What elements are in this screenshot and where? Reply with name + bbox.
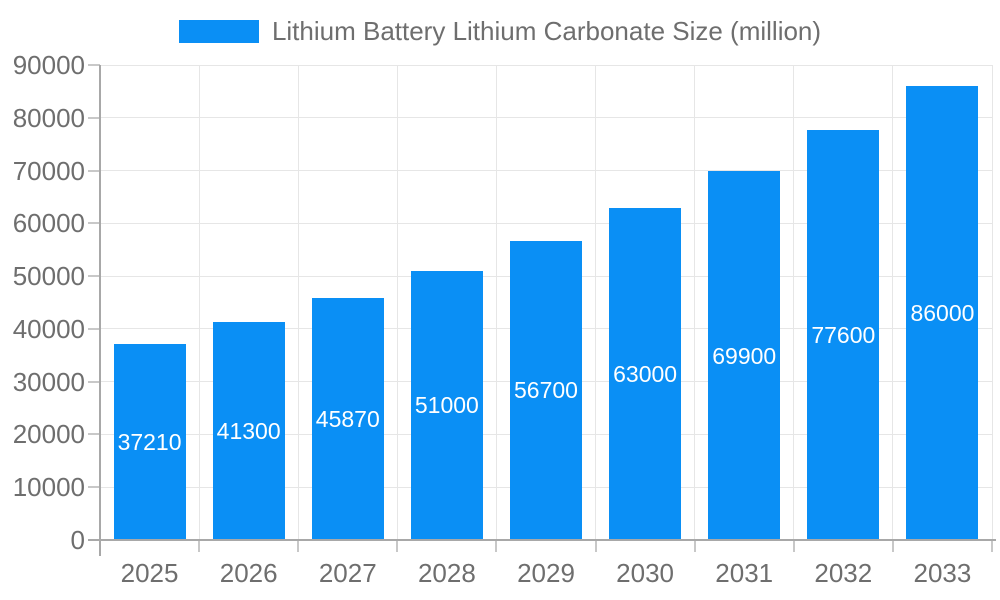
y-tick-mark xyxy=(88,116,100,119)
v-gridline xyxy=(892,65,894,540)
y-tick-mark xyxy=(88,222,100,225)
y-tick-mark xyxy=(88,433,100,436)
y-tick-label: 30000 xyxy=(12,366,85,397)
y-tick-label: 10000 xyxy=(12,472,85,503)
v-gridline xyxy=(495,65,497,540)
y-tick-label: 50000 xyxy=(12,261,85,292)
bar-value-label: 63000 xyxy=(613,360,678,387)
x-tick-label: 2028 xyxy=(417,558,476,588)
x-tick-label: 2025 xyxy=(120,558,179,588)
bar[interactable] xyxy=(708,171,781,540)
y-tick-mark xyxy=(88,486,100,489)
x-tick-mark xyxy=(594,540,597,552)
v-gridline xyxy=(396,65,398,540)
bar-value-label: 45870 xyxy=(315,405,380,432)
x-tick-mark xyxy=(495,540,498,552)
y-tick-mark xyxy=(88,64,100,66)
y-tick-label: 90000 xyxy=(12,50,85,80)
x-tick-mark xyxy=(991,540,993,552)
h-gridline xyxy=(100,64,992,66)
x-tick-label: 2033 xyxy=(913,558,972,588)
bar-value-label: 41300 xyxy=(216,418,281,444)
y-tick-mark xyxy=(88,327,100,330)
bar-value-label: 69900 xyxy=(712,342,777,369)
x-tick-label: 2026 xyxy=(219,558,278,588)
x-tick-mark xyxy=(396,540,399,552)
x-axis-line xyxy=(88,539,996,541)
v-gridline xyxy=(793,65,795,540)
x-tick-mark xyxy=(693,540,696,552)
y-tick-label: 80000 xyxy=(12,102,85,133)
x-tick-mark xyxy=(891,540,894,552)
bar[interactable] xyxy=(609,207,682,540)
bar[interactable] xyxy=(510,240,582,540)
v-gridline xyxy=(198,65,200,540)
bar[interactable] xyxy=(807,130,880,540)
y-tick-mark xyxy=(88,169,100,172)
h-gridline xyxy=(100,170,992,172)
v-gridline xyxy=(595,65,597,540)
x-tick-label: 2032 xyxy=(814,558,873,588)
plot-area: 37210 41300 45870 51000 56700 63000 69900 77600… xyxy=(100,64,993,540)
x-tick-label: 2029 xyxy=(517,558,575,588)
h-gridline xyxy=(100,117,992,119)
bar[interactable] xyxy=(212,322,285,540)
x-tick-mark xyxy=(198,540,201,552)
h-gridline xyxy=(100,222,992,224)
y-tick-label: 20000 xyxy=(12,419,85,450)
bar[interactable] xyxy=(410,270,483,540)
x-tick-mark xyxy=(297,540,300,552)
legend-label[interactable]: Lithium Battery Lithium Carbonate Size (… xyxy=(271,15,822,46)
x-tick-label: 2030 xyxy=(616,558,675,588)
bar-value-label: 56700 xyxy=(514,377,578,404)
x-tick-label: 2031 xyxy=(715,558,774,588)
y-tick-label: 40000 xyxy=(12,313,85,344)
y-tick-label: 70000 xyxy=(12,155,85,186)
v-gridline xyxy=(694,65,696,540)
legend: Lithium Battery Lithium Carbonate Size (… xyxy=(0,16,1000,46)
y-tick-mark xyxy=(88,380,100,383)
y-tick-mark xyxy=(88,275,100,278)
legend-swatch[interactable] xyxy=(178,19,259,43)
bar-value-label: 51000 xyxy=(414,392,479,419)
bar[interactable] xyxy=(906,86,979,540)
y-axis-line xyxy=(99,65,101,556)
bar[interactable] xyxy=(311,297,384,540)
bar-value-label: 86000 xyxy=(910,300,975,327)
v-gridline xyxy=(297,65,299,540)
y-tick-label: 60000 xyxy=(12,208,85,239)
bar[interactable] xyxy=(113,343,186,540)
x-tick-mark xyxy=(792,540,795,552)
bar-value-label: 37210 xyxy=(117,428,182,455)
x-tick-label: 2027 xyxy=(318,558,377,588)
v-gridline xyxy=(991,65,993,540)
bar-value-label: 77600 xyxy=(811,322,876,349)
y-tick-label: 0 xyxy=(70,525,85,555)
